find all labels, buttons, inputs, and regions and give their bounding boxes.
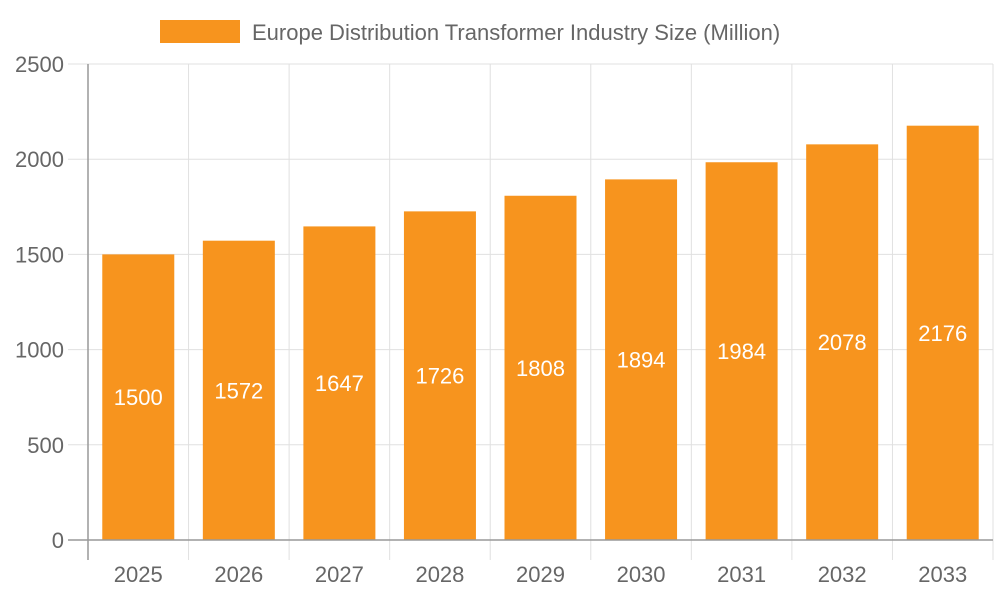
x-tick-label: 2030 xyxy=(617,562,666,587)
axes: 0 500 1000 1500 2000 2500 2025 2026 2027 2028 2029… xyxy=(15,52,993,587)
data-label: 1500 xyxy=(114,385,163,410)
data-label: 1647 xyxy=(315,371,364,396)
data-label: 1808 xyxy=(516,356,565,381)
bar xyxy=(906,125,979,540)
data-label: 2078 xyxy=(818,330,867,355)
y-tick-label: 2000 xyxy=(15,147,64,172)
legend-label: Europe Distribution Transformer Industry… xyxy=(252,20,780,45)
x-tick-label: 2026 xyxy=(214,562,263,587)
bar xyxy=(605,179,678,541)
legend-swatch xyxy=(160,20,240,43)
data-label: 2176 xyxy=(918,321,967,346)
data-label: 1984 xyxy=(717,339,766,364)
bar xyxy=(504,195,577,540)
y-tick-label: 0 xyxy=(52,528,64,553)
bar xyxy=(102,254,175,540)
x-tick-label: 2028 xyxy=(415,562,464,587)
grid xyxy=(68,63,994,560)
bar xyxy=(303,226,376,540)
x-tick-label: 2029 xyxy=(516,562,565,587)
bars: 1500 1572 1647 1726 1808 1894 1984 2078 2176 xyxy=(102,125,979,541)
x-tick-label: 2032 xyxy=(818,562,867,587)
x-tick-label: 2027 xyxy=(315,562,364,587)
y-tick-label: 500 xyxy=(27,433,64,458)
x-tick-label: 2033 xyxy=(918,562,967,587)
bar xyxy=(705,162,778,540)
bar xyxy=(202,240,275,540)
x-tick-label: 2031 xyxy=(717,562,766,587)
y-tick-label: 2500 xyxy=(15,52,64,77)
y-tick-label: 1000 xyxy=(15,338,64,363)
x-tick-label: 2025 xyxy=(114,562,163,587)
data-label: 1726 xyxy=(415,364,464,389)
bar xyxy=(806,144,879,540)
data-label: 1894 xyxy=(617,348,666,373)
data-label: 1572 xyxy=(214,378,263,403)
legend[interactable]: Europe Distribution Transformer Industry… xyxy=(160,20,780,45)
bar xyxy=(403,211,476,540)
y-tick-label: 1500 xyxy=(15,242,64,267)
